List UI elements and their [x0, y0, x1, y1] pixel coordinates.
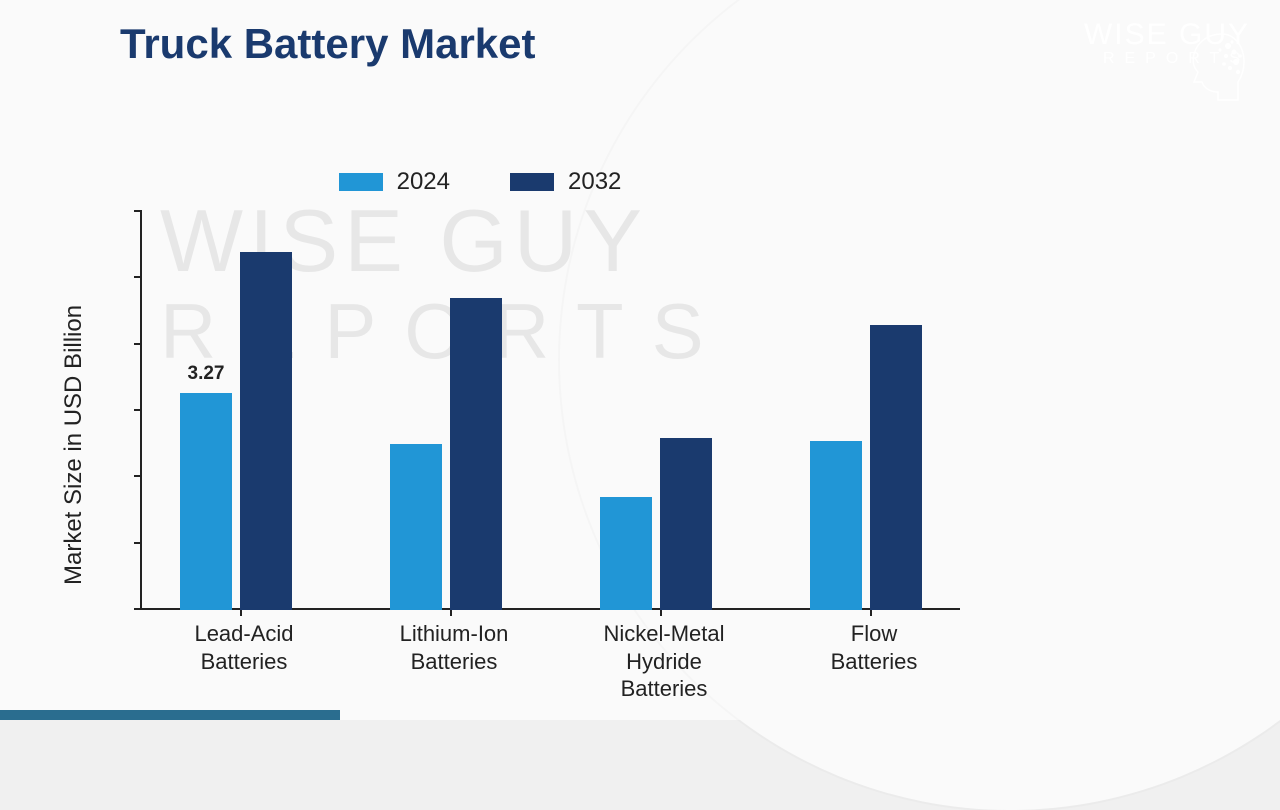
brain-head-icon — [1180, 28, 1248, 108]
y-tick — [134, 343, 140, 345]
legend-item-2024: 2024 — [339, 168, 450, 196]
legend-swatch-2032 — [510, 173, 554, 191]
y-tick — [134, 409, 140, 411]
bar-value-label: 3.27 — [188, 363, 225, 385]
y-tick — [134, 475, 140, 477]
bar — [240, 252, 292, 610]
bar — [870, 325, 922, 610]
bar — [600, 497, 652, 610]
legend: 2024 2032 — [0, 168, 960, 196]
bar — [180, 393, 232, 610]
x-tick — [450, 610, 452, 616]
brand-logo: WISE GUY REPORTS — [1084, 18, 1250, 68]
legend-item-2032: 2032 — [510, 168, 621, 196]
y-tick — [134, 210, 140, 212]
bar — [660, 438, 712, 610]
y-tick — [134, 542, 140, 544]
x-tick — [240, 610, 242, 616]
y-axis-label: Market Size in USD Billion — [60, 305, 88, 585]
category-label: Lithium-IonBatteries — [354, 620, 554, 675]
bar — [390, 444, 442, 610]
y-axis — [140, 210, 142, 610]
category-label: FlowBatteries — [774, 620, 974, 675]
y-tick — [134, 276, 140, 278]
bar — [810, 441, 862, 610]
x-tick — [660, 610, 662, 616]
x-tick — [870, 610, 872, 616]
category-label: Lead-AcidBatteries — [144, 620, 344, 675]
y-tick — [134, 608, 140, 610]
bar — [450, 298, 502, 610]
legend-label-2032: 2032 — [568, 168, 621, 196]
category-label: Nickel-MetalHydrideBatteries — [564, 620, 764, 703]
chart-plot: 3.27Lead-AcidBatteriesLithium-IonBatteri… — [140, 210, 960, 610]
bottom-accent — [0, 710, 340, 720]
chart-title: Truck Battery Market — [120, 20, 536, 68]
legend-swatch-2024 — [339, 173, 383, 191]
chart-canvas: WISE GUY REPORTS WISE GUY REPORTS Truck … — [0, 0, 1280, 720]
legend-label-2024: 2024 — [397, 168, 450, 196]
